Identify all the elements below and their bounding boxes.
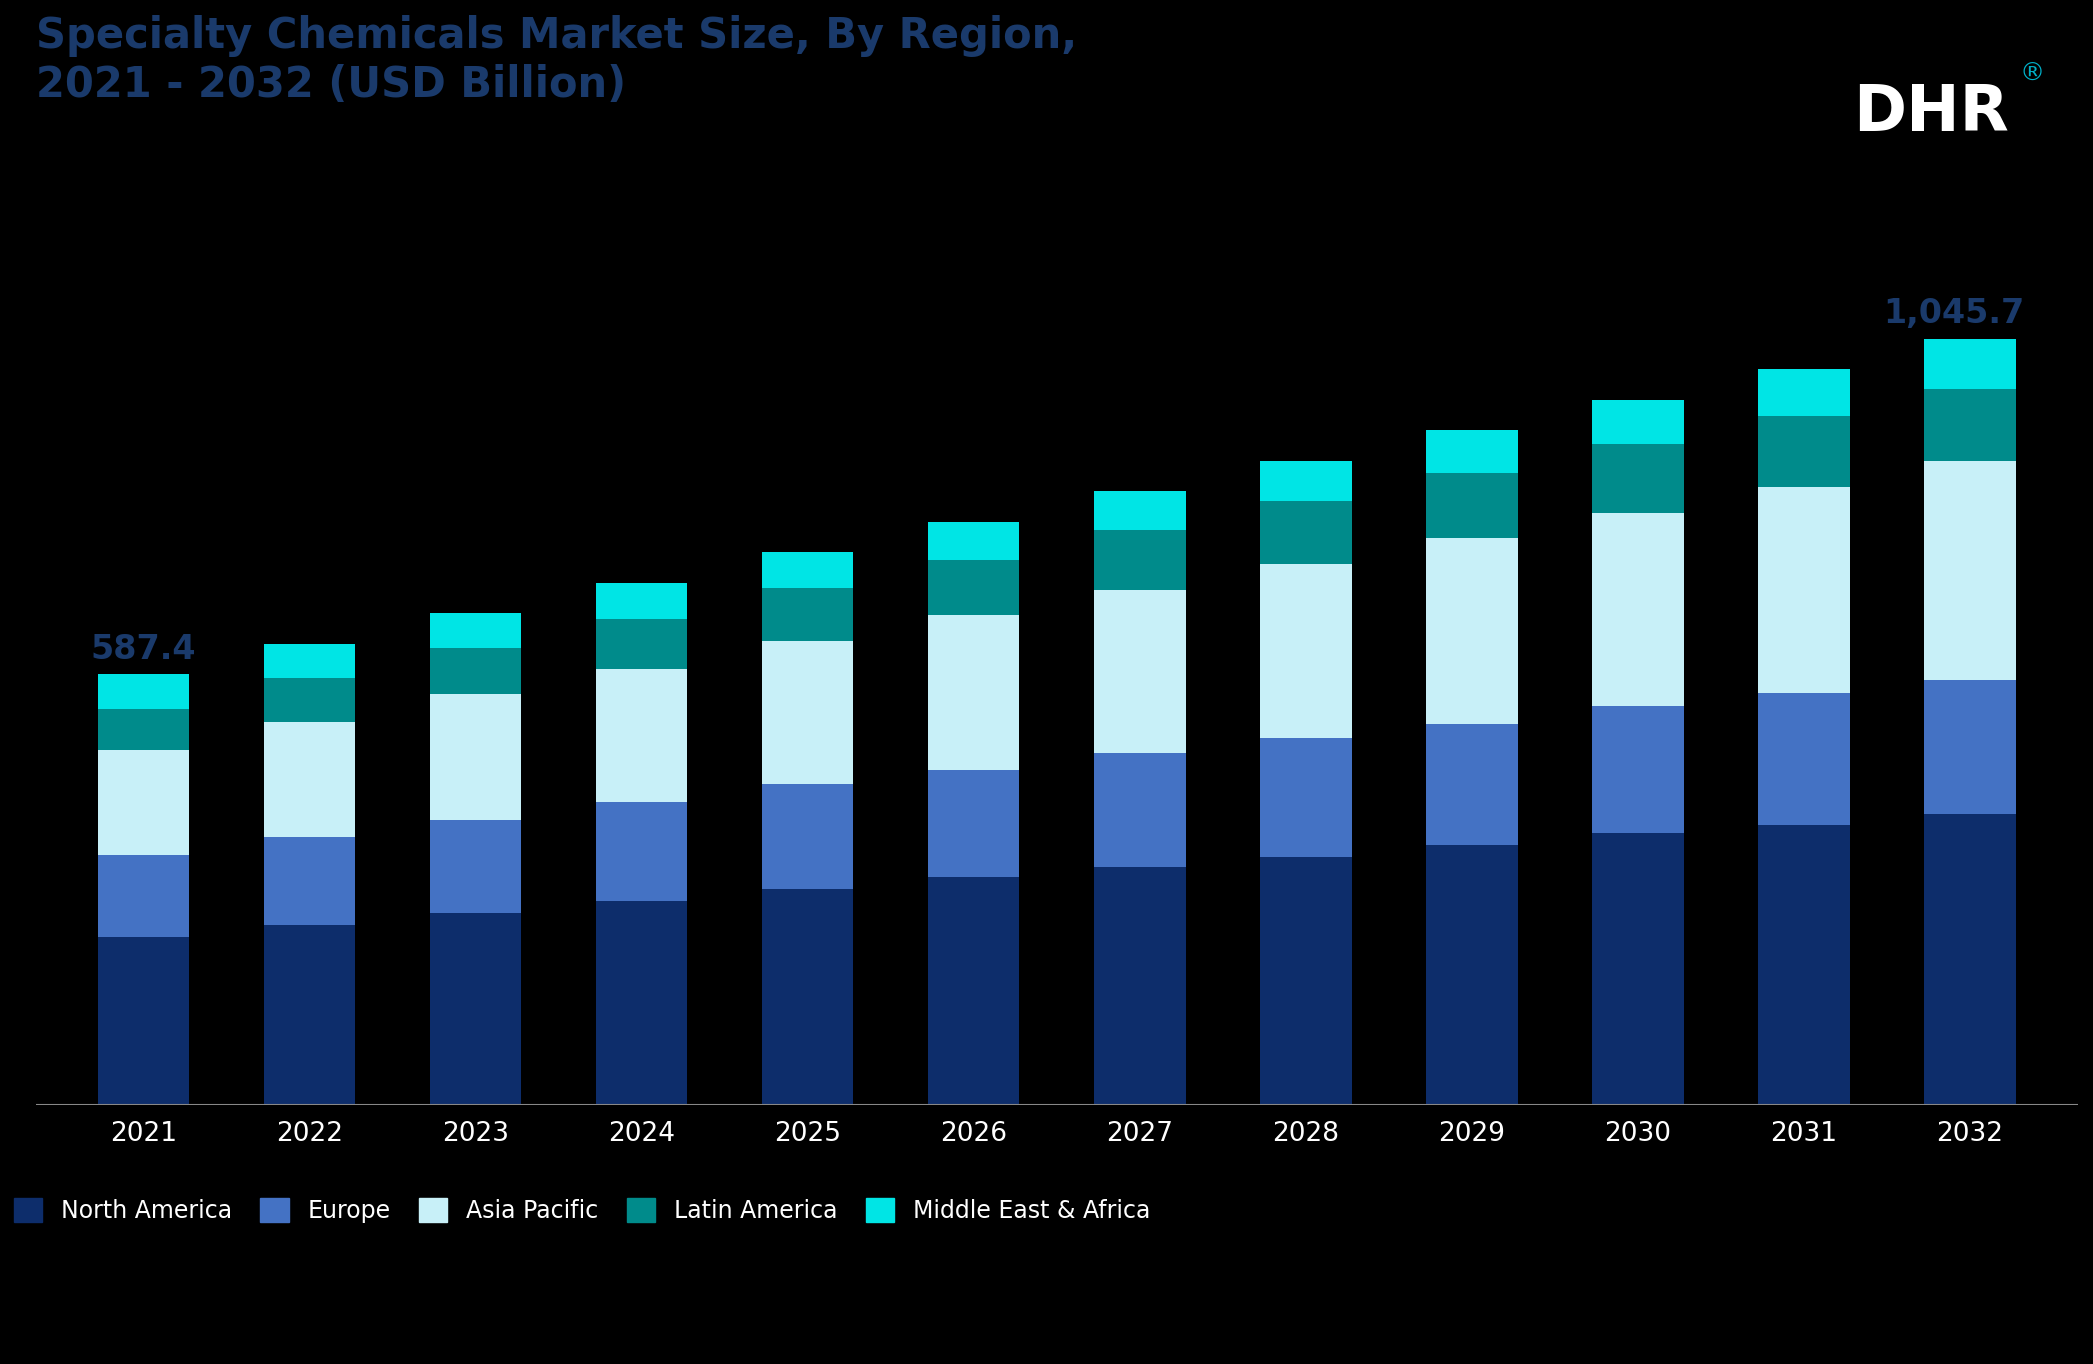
- Bar: [98, 855, 188, 937]
- Bar: [927, 559, 1019, 615]
- Bar: [1758, 370, 1850, 416]
- Bar: [429, 614, 521, 648]
- Bar: [1425, 846, 1517, 1105]
- Bar: [1593, 707, 1683, 833]
- Bar: [1425, 539, 1517, 724]
- Text: 2029: 2029: [1438, 1121, 1505, 1147]
- Bar: [1758, 693, 1850, 825]
- Bar: [927, 769, 1019, 877]
- Bar: [1758, 416, 1850, 487]
- Text: DHR: DHR: [1854, 82, 2009, 143]
- Bar: [762, 588, 854, 641]
- Bar: [1095, 591, 1185, 753]
- Bar: [1260, 461, 1352, 502]
- Text: Specialty Chemicals Market Size, By Region,
2021 - 2032 (USD Billion): Specialty Chemicals Market Size, By Regi…: [36, 15, 1076, 105]
- Bar: [597, 902, 687, 1105]
- Bar: [1593, 445, 1683, 513]
- Text: 2027: 2027: [1107, 1121, 1174, 1147]
- Text: 2030: 2030: [1605, 1121, 1672, 1147]
- Bar: [1095, 491, 1185, 531]
- Bar: [98, 674, 188, 709]
- Text: 2026: 2026: [940, 1121, 1007, 1147]
- Bar: [264, 837, 356, 925]
- Text: 2022: 2022: [276, 1121, 343, 1147]
- Text: ®: ®: [2020, 61, 2045, 86]
- Legend: North America, Europe, Asia Pacific, Latin America, Middle East & Africa: North America, Europe, Asia Pacific, Lat…: [6, 1191, 1157, 1230]
- Bar: [1425, 724, 1517, 846]
- Bar: [1758, 487, 1850, 693]
- Bar: [264, 925, 356, 1105]
- Bar: [264, 678, 356, 723]
- Bar: [597, 668, 687, 802]
- Bar: [927, 522, 1019, 559]
- Text: 2028: 2028: [1273, 1121, 1340, 1147]
- Bar: [1095, 868, 1185, 1105]
- Text: 2021: 2021: [111, 1121, 178, 1147]
- Bar: [429, 913, 521, 1105]
- Bar: [762, 641, 854, 784]
- Bar: [1593, 833, 1683, 1105]
- Text: 2024: 2024: [609, 1121, 676, 1147]
- Bar: [429, 694, 521, 820]
- Bar: [597, 582, 687, 619]
- Bar: [1260, 502, 1352, 563]
- Bar: [762, 784, 854, 889]
- Bar: [429, 820, 521, 913]
- Text: 2031: 2031: [1771, 1121, 1838, 1147]
- Bar: [264, 644, 356, 678]
- Bar: [1758, 825, 1850, 1105]
- Bar: [1425, 431, 1517, 473]
- Bar: [762, 552, 854, 588]
- Text: 587.4: 587.4: [90, 633, 197, 666]
- Bar: [1923, 461, 2016, 679]
- Text: 2025: 2025: [774, 1121, 841, 1147]
- Bar: [1260, 563, 1352, 738]
- Bar: [927, 877, 1019, 1105]
- Bar: [1260, 857, 1352, 1105]
- Bar: [98, 709, 188, 750]
- Bar: [1923, 679, 2016, 814]
- Bar: [429, 648, 521, 694]
- Text: 1,045.7: 1,045.7: [1884, 297, 2024, 330]
- Text: 2023: 2023: [442, 1121, 509, 1147]
- Text: 2032: 2032: [1936, 1121, 2003, 1147]
- Bar: [264, 723, 356, 837]
- Bar: [597, 802, 687, 902]
- Bar: [1593, 513, 1683, 707]
- Bar: [1923, 814, 2016, 1105]
- Bar: [1095, 753, 1185, 868]
- Bar: [1425, 473, 1517, 539]
- Bar: [1260, 738, 1352, 857]
- Bar: [597, 619, 687, 668]
- Bar: [98, 750, 188, 855]
- Bar: [1923, 338, 2016, 389]
- Bar: [98, 937, 188, 1105]
- Bar: [1923, 389, 2016, 461]
- Bar: [1593, 400, 1683, 445]
- Bar: [927, 615, 1019, 769]
- Bar: [762, 889, 854, 1105]
- Bar: [1095, 531, 1185, 591]
